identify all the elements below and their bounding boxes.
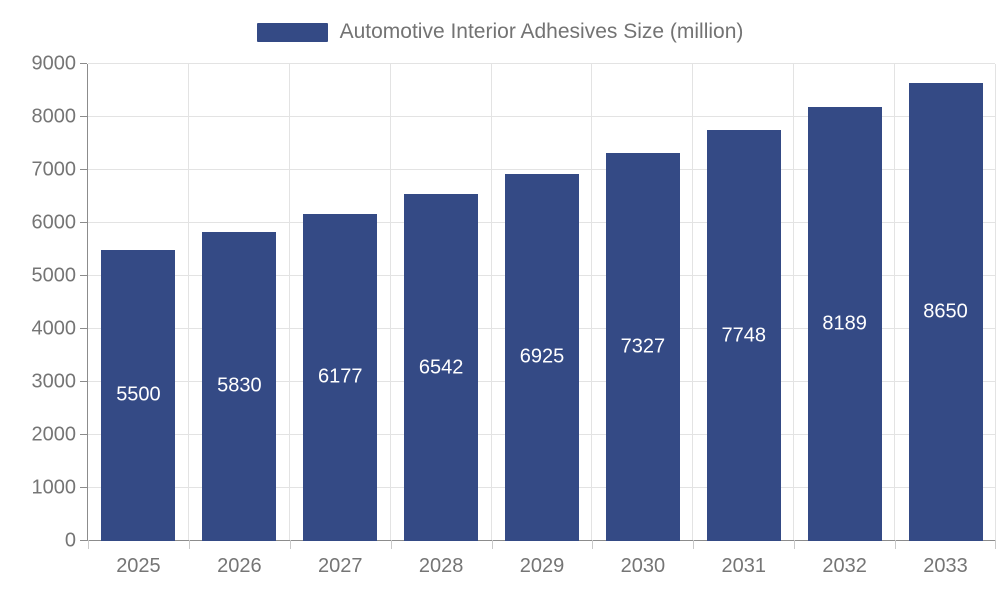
y-axis-label: 3000 xyxy=(31,370,77,393)
y-axis-tick xyxy=(80,63,87,64)
x-axis-tick xyxy=(895,540,897,549)
x-axis-label: 2026 xyxy=(217,555,262,577)
gridline-vertical xyxy=(187,64,189,540)
y-axis-label: 6000 xyxy=(31,211,77,234)
y-axis-tick xyxy=(80,328,87,329)
y-axis-label: 5000 xyxy=(31,264,77,287)
y-axis-label: 2000 xyxy=(31,423,77,446)
x-axis-label: 2032 xyxy=(822,555,867,577)
x-axis-label: 2027 xyxy=(317,555,363,577)
bar-value-label: 6177 xyxy=(317,365,363,388)
legend-swatch xyxy=(256,22,328,42)
gridline-vertical xyxy=(793,64,795,540)
y-axis-label: 9000 xyxy=(31,52,77,75)
bar-value-label: 8189 xyxy=(822,312,867,335)
gridline-vertical xyxy=(389,64,391,540)
bar[interactable]: 6177 xyxy=(303,213,378,541)
legend-label: Automotive Interior Adhesives Size (mill… xyxy=(339,20,744,43)
gridline-horizontal xyxy=(88,116,995,117)
y-axis-tick xyxy=(80,116,87,117)
x-axis-tick xyxy=(995,540,996,549)
x-axis-label: 2028 xyxy=(418,555,464,577)
y-axis-label: 4000 xyxy=(31,317,77,340)
x-axis-tick xyxy=(491,540,493,549)
bar-value-label: 5500 xyxy=(116,383,161,406)
y-axis-label: 0 xyxy=(64,529,76,552)
x-axis-label: 2025 xyxy=(116,555,161,577)
y-axis-tick xyxy=(80,540,87,541)
y-axis-tick xyxy=(80,381,87,382)
bar[interactable]: 5500 xyxy=(101,249,176,541)
bar[interactable]: 6925 xyxy=(505,173,579,541)
legend[interactable]: Automotive Interior Adhesives Size (mill… xyxy=(0,21,1000,43)
x-axis-tick xyxy=(794,540,796,549)
x-axis-tick xyxy=(693,540,695,549)
gridline-vertical xyxy=(692,64,694,540)
bar-value-label: 6542 xyxy=(418,356,464,379)
y-axis-tick xyxy=(80,434,87,435)
bar[interactable]: 8650 xyxy=(908,82,983,541)
bar[interactable]: 8189 xyxy=(807,106,882,541)
x-axis-tick xyxy=(289,540,291,549)
bar-value-label: 7327 xyxy=(620,335,666,358)
y-axis-label: 1000 xyxy=(31,476,77,499)
x-axis-label: 2029 xyxy=(519,555,565,577)
y-axis-tick xyxy=(80,222,87,223)
gridline-vertical xyxy=(995,64,996,540)
bar-value-label: 8650 xyxy=(923,300,968,323)
x-axis-tick xyxy=(88,540,89,549)
x-axis-tick xyxy=(592,540,594,549)
bar[interactable]: 7327 xyxy=(605,152,680,541)
gridline-horizontal xyxy=(88,169,995,170)
x-axis-tick xyxy=(390,540,392,549)
plot-area: 0 1000 2000 3000 4000 5000 6000 7000 8000 9000 550… xyxy=(32,53,996,577)
bar-value-label: 7748 xyxy=(721,324,767,347)
bar-value-label: 6925 xyxy=(519,345,565,368)
bar[interactable]: 7748 xyxy=(706,130,781,541)
x-axis-tick xyxy=(188,540,190,549)
bar[interactable]: 5830 xyxy=(202,232,277,541)
gridline-vertical xyxy=(288,64,290,540)
gridline-horizontal xyxy=(88,63,995,64)
bar-value-label: 5830 xyxy=(217,374,262,397)
x-axis-label: 2031 xyxy=(721,555,767,577)
y-axis-label: 7000 xyxy=(31,158,77,181)
gridline-vertical xyxy=(490,64,492,540)
bar[interactable]: 6542 xyxy=(404,194,479,541)
y-axis-label: 8000 xyxy=(31,105,77,128)
x-axis-label: 2033 xyxy=(923,555,968,577)
y-axis-tick xyxy=(80,487,87,488)
y-axis-tick xyxy=(80,169,87,170)
gridline-vertical xyxy=(591,64,593,540)
x-axis-label: 2030 xyxy=(620,555,666,577)
y-axis-tick xyxy=(80,275,87,276)
gridline-vertical xyxy=(894,64,896,540)
